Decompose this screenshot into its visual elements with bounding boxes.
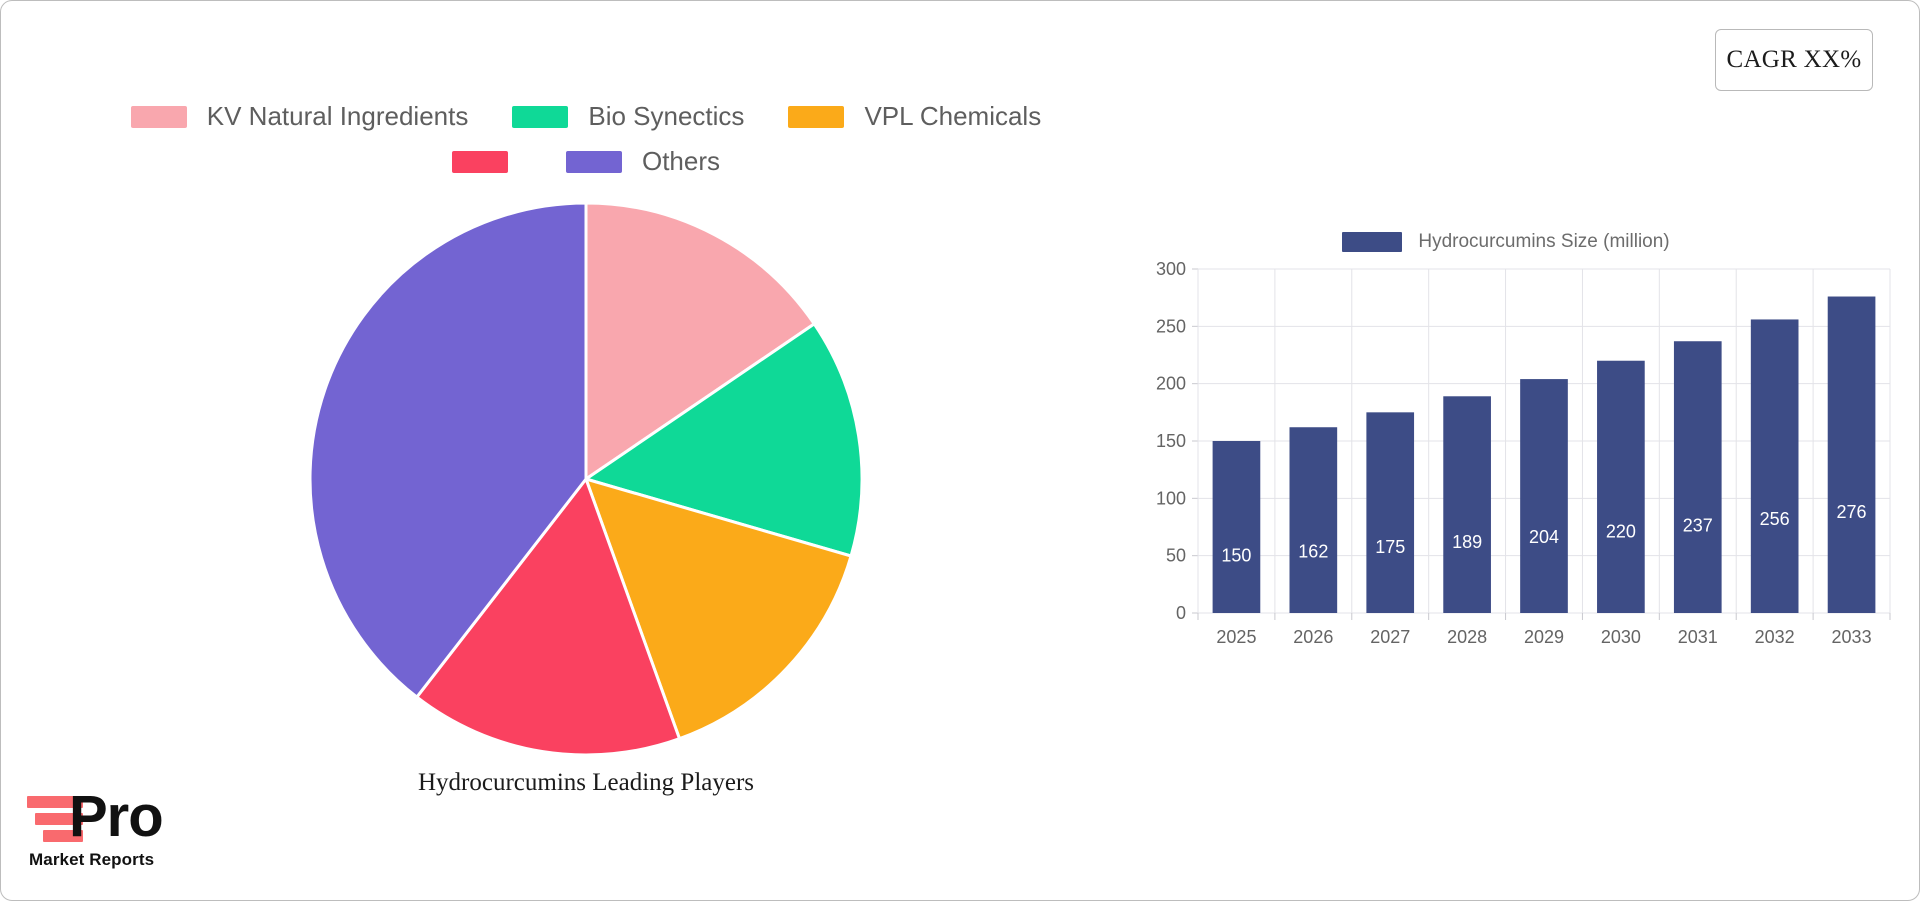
pie-legend-label: KV Natural Ingredients (206, 101, 469, 131)
bar-value-label: 189 (1452, 532, 1482, 552)
pie-legend-swatch (451, 150, 508, 173)
pie-legend-item[interactable] (451, 150, 508, 173)
pie-chart-panel: KV Natural Ingredients Bio Synectics VPL C… (41, 101, 1131, 841)
bar[interactable] (1443, 396, 1491, 613)
logo-bar-3 (43, 830, 83, 842)
x-axis-tick-label: 2025 (1216, 627, 1256, 647)
x-axis-tick-label: 2029 (1524, 627, 1564, 647)
bar[interactable] (1673, 341, 1722, 613)
x-axis-tick-label: 2031 (1678, 627, 1718, 647)
bar[interactable] (1597, 360, 1645, 613)
pie-legend-swatch (788, 105, 845, 128)
cagr-badge: CAGR XX% (1715, 29, 1873, 91)
bar[interactable] (1827, 296, 1876, 613)
pie-legend-item[interactable]: Others (565, 146, 721, 177)
pie-legend-item[interactable]: Bio Synectics (512, 101, 744, 132)
bar-value-label: 175 (1375, 537, 1405, 557)
bar-value-label: 256 (1760, 509, 1790, 529)
bar-value-label: 204 (1529, 527, 1559, 547)
brand-logo: Pro Market Reports (23, 786, 203, 874)
bar[interactable] (1750, 319, 1799, 613)
pie-legend-item[interactable]: VPL Chemicals (788, 101, 1041, 132)
x-axis-tick-label: 2030 (1601, 627, 1641, 647)
pie-slice[interactable] (583, 476, 853, 741)
y-axis-tick-label: 150 (1156, 431, 1186, 451)
pie-legend-swatch (512, 105, 569, 128)
logo-bar-2 (35, 813, 83, 825)
logo-mark-icon: Pro (23, 786, 199, 848)
pie-slice[interactable] (308, 201, 588, 700)
y-axis-tick-label: 50 (1166, 546, 1186, 566)
bar-chart-svg: 0 50 100 150 200 250 300 150 2025 162 2026 175 2027 1… (1156, 259, 1891, 647)
bar-legend-swatch (1342, 232, 1403, 252)
pie-chart-title: Hydrocurcumins Leading Players (417, 769, 755, 796)
pie-chart-area (41, 199, 1131, 759)
logo-wordmark: Pro (69, 784, 164, 849)
pie-legend-label: Others (641, 146, 721, 176)
pie-legend-label: VPL Chemicals (864, 101, 1042, 131)
bar-value-label: 220 (1606, 521, 1636, 541)
y-axis-tick-label: 0 (1176, 603, 1186, 623)
logo-tagline: Market Reports (29, 850, 155, 869)
pie-legend: KV Natural Ingredients Bio Synectics VPL C… (81, 101, 1091, 177)
y-axis-tick-label: 300 (1156, 259, 1186, 279)
pie-legend-item[interactable]: KV Natural Ingredients (130, 101, 469, 132)
bar-value-label: 150 (1221, 545, 1251, 565)
pie-legend-label: Bio Synectics (588, 101, 745, 131)
pie-slice[interactable] (414, 475, 682, 757)
pie-legend-swatch (565, 150, 622, 173)
bar-legend: Hydrocurcumins Size (million) (1116, 231, 1896, 253)
pie-slice[interactable] (584, 201, 817, 482)
bar-chart-panel: Hydrocurcumins Size (million) 0 50 100 150 2… (1136, 231, 1896, 701)
y-axis-tick-label: 100 (1156, 488, 1186, 508)
x-axis-tick-label: 2028 (1447, 627, 1487, 647)
x-axis-tick-label: 2026 (1293, 627, 1333, 647)
y-axis-tick-label: 250 (1156, 316, 1186, 336)
bar[interactable] (1289, 427, 1338, 613)
bar-legend-label: Hydrocurcumins Size (million) (1418, 231, 1670, 252)
bar-value-label: 237 (1683, 515, 1713, 535)
bar[interactable] (1366, 412, 1415, 613)
x-axis-tick-label: 2032 (1755, 627, 1795, 647)
bar[interactable] (1212, 441, 1261, 613)
bar-value-label: 276 (1837, 502, 1867, 522)
pie-chart-svg (308, 201, 864, 757)
y-axis-tick-label: 200 (1156, 374, 1186, 394)
bar[interactable] (1520, 379, 1568, 613)
x-axis-tick-label: 2033 (1832, 627, 1872, 647)
logo-bar-1 (27, 796, 83, 808)
bar-value-label: 162 (1298, 541, 1328, 561)
pie-legend-swatch (130, 105, 187, 128)
x-axis-tick-label: 2027 (1370, 627, 1410, 647)
